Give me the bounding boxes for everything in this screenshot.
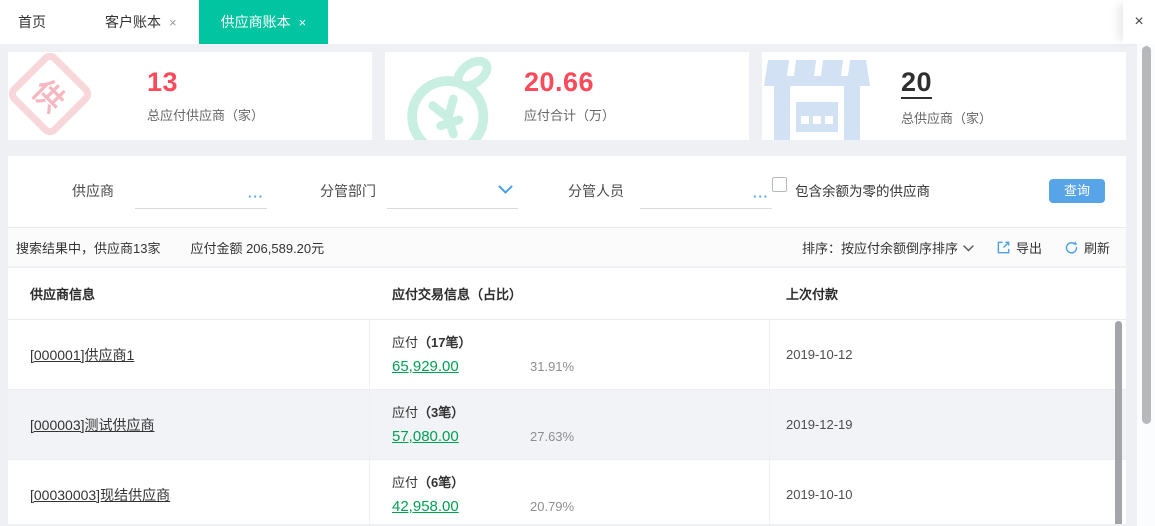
stat-value-link[interactable]: 20 [901, 67, 933, 99]
close-tab-icon[interactable]: × [169, 14, 177, 30]
include-zero-balance-checkbox[interactable] [772, 177, 787, 192]
page-scrollbar[interactable] [1142, 46, 1151, 424]
table-row: [00030003]现结供应商 应付（6笔） 42,958.00 20.79% … [8, 460, 1126, 524]
refresh-button[interactable]: 刷新 [1064, 238, 1110, 257]
refresh-label: 刷新 [1083, 240, 1110, 256]
person-picker-ellipsis-icon[interactable]: ··· [753, 189, 769, 204]
refresh-icon [1065, 240, 1078, 253]
sort-label: 排序：按应付余额倒序排序 [801, 240, 958, 256]
supplier-link[interactable]: [000003]测试供应商 [30, 416, 155, 433]
person-input[interactable] [640, 186, 772, 208]
main-content: 供 13 总应付供应商（家） 20.66 应付合计（万） [8, 52, 1126, 524]
payable-percent: 31.91% [530, 359, 575, 374]
department-select-wrap [387, 185, 518, 209]
stat-cards: 供 13 总应付供应商（家） 20.66 应付合计（万） [8, 52, 1126, 140]
money-bag-icon [407, 56, 492, 140]
payable-amount-text: 应付金额 206,589.20元 [190, 240, 325, 256]
payable-amount-link[interactable]: 42,958.00 [392, 498, 459, 515]
column-header-supplier: 供应商信息 [30, 287, 96, 302]
tab-supplier-ledger-label: 供应商账本 [220, 14, 291, 30]
export-button[interactable]: 导出 [996, 238, 1042, 257]
payable-amount-link[interactable]: 57,080.00 [392, 428, 459, 445]
department-select[interactable] [387, 186, 518, 208]
supplier-input[interactable] [135, 186, 267, 208]
search-result-text: 搜索结果中，供应商13家 [16, 240, 161, 256]
tab-supplier-ledger[interactable]: 供应商账本 × [198, 0, 329, 44]
search-button[interactable]: 查询 [1049, 179, 1105, 203]
last-payment-date: 2019-10-12 [786, 347, 853, 362]
last-payment-date: 2019-12-19 [786, 417, 853, 432]
table-scrollbar[interactable] [1115, 321, 1122, 524]
payable-count: 应付（17笔） [392, 335, 472, 350]
person-input-wrap: ··· [640, 186, 772, 209]
payable-percent: 27.63% [530, 429, 575, 444]
table-row: [000001]供应商1 应付（17笔） 65,929.00 31.91% 20… [8, 320, 1126, 390]
column-header-last-payment: 上次付款 [786, 287, 839, 302]
supplier-filter-label: 供应商 [72, 183, 114, 199]
payable-count: 应付（6笔） [392, 475, 465, 490]
last-payment-date: 2019-10-10 [786, 487, 853, 502]
tab-home[interactable]: 首页 [6, 0, 58, 44]
stat-label: 应付合计（万） [524, 108, 616, 123]
storefront-icon [764, 58, 870, 140]
export-label: 导出 [1015, 240, 1042, 256]
table-header-row: 供应商信息 应付交易信息（占比） 上次付款 [8, 268, 1126, 320]
supplier-link[interactable]: [000001]供应商1 [30, 346, 135, 363]
supplier-table: 供应商信息 应付交易信息（占比） 上次付款 [000001]供应商1 应付（17… [8, 268, 1126, 524]
stat-value: 20.66 [524, 67, 595, 97]
supplier-picker-ellipsis-icon[interactable]: ··· [248, 189, 264, 204]
stat-card-payable-total: 20.66 应付合计（万） [385, 52, 749, 140]
filter-bar: 供应商 ··· 分管部门 分管人员 ··· 包含余额为零的供应商 查询 [8, 156, 1126, 228]
department-filter-label: 分管部门 [320, 183, 376, 199]
stat-label: 总应付供应商（家） [147, 108, 265, 123]
tab-home-label: 首页 [18, 14, 46, 30]
stat-card-total-suppliers: 20 总供应商（家） [762, 52, 1126, 140]
stat-card-payable-suppliers: 供 13 总应付供应商（家） [8, 52, 372, 140]
payable-count: 应付（3笔） [392, 405, 465, 420]
caret-down-icon [963, 244, 974, 251]
column-header-payable: 应付交易信息（占比） [392, 287, 523, 302]
payable-percent: 20.79% [530, 499, 575, 514]
status-bar: 搜索结果中，供应商13家 应付金额 206,589.20元 排序：按应付余额倒序… [8, 228, 1126, 266]
tab-customer-ledger[interactable]: 客户账本 × [93, 0, 189, 44]
stat-value: 13 [147, 67, 179, 97]
close-all-icon[interactable]: × [1123, 0, 1155, 44]
export-icon [997, 241, 1010, 253]
supplier-input-wrap: ··· [135, 186, 267, 209]
tab-bar: 首页 客户账本 × 供应商账本 × × [0, 0, 1155, 44]
supplier-stamp-icon: 供 [8, 52, 96, 140]
include-zero-balance-label: 包含余额为零的供应商 [795, 184, 930, 199]
person-filter-label: 分管人员 [568, 183, 624, 199]
supplier-link[interactable]: [00030003]现结供应商 [30, 486, 171, 503]
tab-customer-ledger-label: 客户账本 [105, 14, 161, 30]
chevron-down-icon[interactable] [498, 185, 513, 195]
sort-dropdown[interactable]: 排序：按应付余额倒序排序 [802, 238, 974, 257]
table-row: [000003]测试供应商 应付（3笔） 57,080.00 27.63% 20… [8, 390, 1126, 460]
close-tab-icon[interactable]: × [298, 14, 307, 30]
stat-label: 总供应商（家） [901, 111, 993, 126]
payable-amount-link[interactable]: 65,929.00 [392, 358, 459, 375]
